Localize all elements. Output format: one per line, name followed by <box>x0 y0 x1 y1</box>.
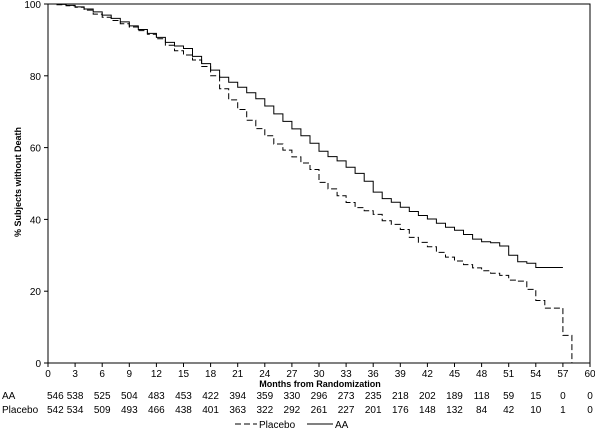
plot-frame <box>47 3 591 364</box>
risk-count: 363 <box>229 405 246 416</box>
x-tick-label: 0 <box>45 369 51 380</box>
risk-count: 504 <box>121 391 138 402</box>
x-tick-label: 21 <box>232 369 244 380</box>
risk-count: 1 <box>560 405 566 416</box>
risk-count: 534 <box>67 405 84 416</box>
risk-count: 296 <box>311 391 328 402</box>
risk-count: 118 <box>474 391 490 402</box>
risk-count: 453 <box>175 391 192 402</box>
risk-count: 538 <box>67 391 84 402</box>
x-tick-label: 6 <box>99 369 105 380</box>
risk-count: 227 <box>338 405 355 416</box>
risk-count: 438 <box>175 405 192 416</box>
risk-count: 493 <box>121 405 138 416</box>
risk-count: 235 <box>365 391 382 402</box>
plot-border <box>47 3 591 364</box>
risk-count: 10 <box>530 405 542 416</box>
risk-count: 42 <box>503 405 515 416</box>
x-tick-label: 42 <box>422 369 434 380</box>
risk-row-label: Placebo <box>2 405 39 416</box>
x-tick-label: 45 <box>449 369 461 380</box>
x-tick-label: 9 <box>127 369 133 380</box>
risk-count: 148 <box>419 405 436 416</box>
risk-count: 401 <box>202 405 219 416</box>
x-tick-label: 33 <box>341 369 353 380</box>
risk-count: 84 <box>476 405 488 416</box>
risk-count: 483 <box>148 391 165 402</box>
risk-count: 0 <box>560 391 566 402</box>
risk-count: 0 <box>587 405 593 416</box>
x-tick-label: 3 <box>72 369 78 380</box>
y-tick-label: 20 <box>30 287 42 298</box>
risk-count: 330 <box>284 391 301 402</box>
risk-count: 189 <box>446 391 463 402</box>
x-tick-label: 51 <box>503 369 515 380</box>
x-tick-label: 12 <box>151 369 163 380</box>
x-tick-label: 24 <box>259 369 271 380</box>
risk-count: 422 <box>202 391 219 402</box>
y-tick-label: 100 <box>24 0 41 11</box>
risk-count: 132 <box>446 405 463 416</box>
x-tick-label: 15 <box>178 369 190 380</box>
risk-count: 394 <box>229 391 246 402</box>
series-line-aa <box>48 3 563 268</box>
y-axis-title: % Subjects without Death <box>13 127 23 237</box>
risk-count: 509 <box>94 405 111 416</box>
risk-count: 218 <box>392 391 409 402</box>
risk-count: 466 <box>148 405 165 416</box>
risk-count: 202 <box>419 391 436 402</box>
risk-count: 201 <box>365 405 382 416</box>
legend-label-placebo: Placebo <box>259 420 296 431</box>
risk-count: 292 <box>284 405 301 416</box>
y-tick-label: 60 <box>30 144 42 155</box>
y-tick-label: 40 <box>30 215 42 226</box>
risk-count: 261 <box>311 405 328 416</box>
risk-count: 273 <box>338 391 355 402</box>
risk-count: 359 <box>256 391 273 402</box>
risk-count: 525 <box>94 391 111 402</box>
x-tick-label: 54 <box>530 369 542 380</box>
x-tick-label: 48 <box>476 369 488 380</box>
x-tick-label: 18 <box>205 369 217 380</box>
x-tick-label: 39 <box>395 369 407 380</box>
series-layer <box>48 3 573 363</box>
x-tick-label: 36 <box>368 369 380 380</box>
series-line-placebo <box>48 3 573 363</box>
risk-count: 542 <box>47 405 64 416</box>
risk-count: 59 <box>503 391 515 402</box>
risk-count: 322 <box>256 405 273 416</box>
risk-row-label: AA <box>2 391 16 402</box>
risk-count: 15 <box>530 391 542 402</box>
risk-count: 176 <box>392 405 409 416</box>
risk-table: AA 546 538 525 504 483 453 422 394 359 330 296 273 23… <box>2 391 593 416</box>
y-axis: 0 20 40 60 80 100 <box>24 0 48 370</box>
x-axis: 0 3 6 9 12 15 18 21 24 27 30 33 36 39 42 45 48 51 54 57 60 <box>45 363 595 380</box>
y-tick-label: 0 <box>35 359 41 370</box>
risk-count: 546 <box>47 391 64 402</box>
x-axis-title: Months from Randomization <box>259 379 381 389</box>
legend-label-aa: AA <box>335 420 349 431</box>
legend: Placebo AA <box>235 420 349 431</box>
x-tick-label: 57 <box>557 369 569 380</box>
y-tick-label: 80 <box>30 72 42 83</box>
x-tick-label: 60 <box>584 369 595 380</box>
x-tick-label: 30 <box>313 369 325 380</box>
x-tick-label: 27 <box>286 369 298 380</box>
risk-count: 0 <box>587 391 593 402</box>
